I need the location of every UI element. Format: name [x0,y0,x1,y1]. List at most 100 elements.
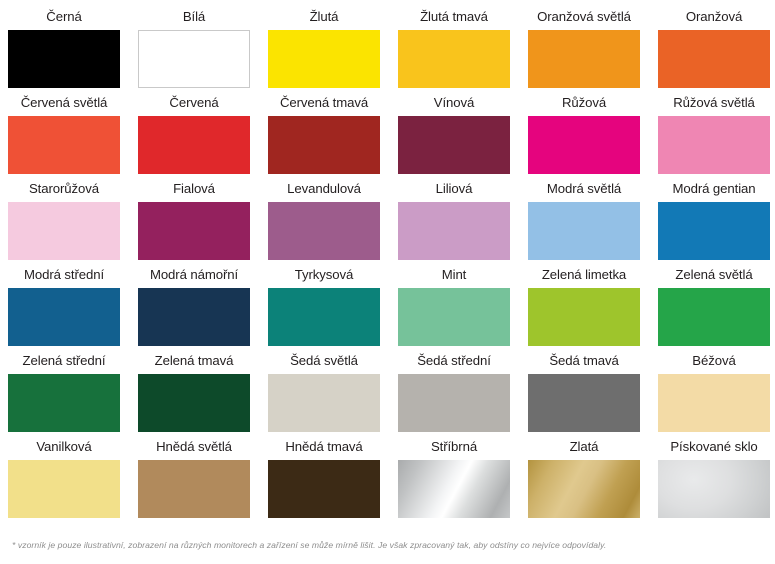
swatch-cell[interactable]: Starorůžová [8,176,120,262]
swatch-label: Mint [441,267,467,282]
swatch-cell[interactable]: Hnědá tmavá [268,434,380,520]
swatch-color-chip[interactable] [268,30,380,88]
swatch-color-chip[interactable] [8,116,120,174]
swatch-color-chip[interactable] [658,30,770,88]
swatch-color-chip[interactable] [398,288,510,346]
swatch-cell[interactable]: Hnědá světlá [138,434,250,520]
swatch-color-chip[interactable] [138,288,250,346]
swatch-cell[interactable]: Levandulová [268,176,380,262]
swatch-color-chip[interactable] [658,374,770,432]
swatch-color-chip[interactable] [658,288,770,346]
swatch-cell[interactable]: Bílá [138,4,250,90]
swatch-cell[interactable]: Tyrkysová [268,262,380,348]
swatch-cell[interactable]: Zelená střední [8,348,120,434]
swatch-color-chip[interactable] [528,30,640,88]
swatch-color-chip[interactable] [268,116,380,174]
swatch-label: Levandulová [287,181,361,196]
swatch-color-chip[interactable] [8,374,120,432]
swatch-label: Červená světlá [20,95,108,110]
swatch-cell[interactable]: Oranžová [658,4,770,90]
swatch-label: Červená tmavá [279,95,369,110]
swatch-cell[interactable]: Červená světlá [8,90,120,176]
swatch-cell[interactable]: Zelená limetka [528,262,640,348]
swatch-cell[interactable]: Stříbrná [398,434,510,520]
footnote-disclaimer: * vzorník je pouze ilustrativní, zobraze… [12,540,607,550]
swatch-color-chip[interactable] [528,288,640,346]
swatch-color-chip[interactable] [8,288,120,346]
swatch-color-chip[interactable] [528,374,640,432]
swatch-cell[interactable]: Žlutá tmavá [398,4,510,90]
swatch-cell[interactable]: Modrá gentian [658,176,770,262]
swatch-label: Zelená tmavá [154,353,234,368]
swatch-label: Fialová [173,181,215,196]
swatch-color-chip[interactable] [138,202,250,260]
swatch-color-chip[interactable] [528,460,640,518]
swatch-cell[interactable]: Liliová [398,176,510,262]
swatch-color-chip[interactable] [8,202,120,260]
swatch-color-chip[interactable] [8,460,120,518]
swatch-label: Šedá střední [417,353,491,368]
swatch-grid: Černá Bílá Žlutá Žlutá tmavá Oranžová světlá… [8,4,770,520]
swatch-label: Černá [46,9,82,24]
swatch-color-chip[interactable] [8,30,120,88]
swatch-color-chip[interactable] [658,116,770,174]
swatch-cell[interactable]: Růžová světlá [658,90,770,176]
swatch-cell[interactable]: Modrá střední [8,262,120,348]
swatch-color-chip[interactable] [398,202,510,260]
swatch-cell[interactable]: Zlatá [528,434,640,520]
swatch-label: Růžová [561,95,607,110]
swatch-label: Oranžová [685,9,743,24]
swatch-cell[interactable]: Fialová [138,176,250,262]
swatch-cell[interactable]: Černá [8,4,120,90]
swatch-cell[interactable]: Vanilková [8,434,120,520]
swatch-color-chip[interactable] [268,202,380,260]
swatch-cell[interactable]: Vínová [398,90,510,176]
swatch-cell[interactable]: Oranžová světlá [528,4,640,90]
swatch-color-chip[interactable] [658,460,770,518]
swatch-cell[interactable]: Zelená tmavá [138,348,250,434]
swatch-cell[interactable]: Modrá světlá [528,176,640,262]
swatch-color-chip[interactable] [268,288,380,346]
swatch-label: Žlutá tmavá [420,9,488,24]
swatch-cell[interactable]: Šedá tmavá [528,348,640,434]
swatch-label: Žlutá [309,9,339,24]
swatch-cell[interactable]: Šedá světlá [268,348,380,434]
swatch-color-chip[interactable] [398,374,510,432]
swatch-cell[interactable]: Pískované sklo [658,434,770,520]
swatch-color-chip[interactable] [658,202,770,260]
swatch-color-chip[interactable] [398,116,510,174]
swatch-color-chip[interactable] [268,460,380,518]
swatch-cell[interactable]: Mint [398,262,510,348]
swatch-color-chip[interactable] [138,30,250,88]
swatch-cell[interactable]: Červená tmavá [268,90,380,176]
swatch-cell[interactable]: Modrá námořní [138,262,250,348]
swatch-label: Šedá světlá [290,353,358,368]
swatch-label: Modrá střední [23,267,105,282]
swatch-label: Starorůžová [28,181,99,196]
swatch-color-chip[interactable] [398,30,510,88]
swatch-color-chip[interactable] [268,374,380,432]
swatch-label: Vínová [433,95,475,110]
swatch-label: Červená [169,95,219,110]
swatch-color-chip[interactable] [528,202,640,260]
swatch-label: Modrá gentian [672,181,756,196]
swatch-color-chip[interactable] [138,116,250,174]
swatch-label: Zelená střední [22,353,106,368]
swatch-color-chip[interactable] [138,374,250,432]
swatch-cell[interactable]: Žlutá [268,4,380,90]
swatch-label: Oranžová světlá [537,9,631,24]
swatch-label: Šedá tmavá [549,353,619,368]
swatch-label: Modrá světlá [546,181,622,196]
swatch-cell[interactable]: Béžová [658,348,770,434]
swatch-color-chip[interactable] [398,460,510,518]
swatch-color-chip[interactable] [528,116,640,174]
swatch-cell[interactable]: Růžová [528,90,640,176]
swatch-label: Zelená světlá [675,267,753,282]
swatch-cell[interactable]: Červená [138,90,250,176]
swatch-label: Zlatá [569,439,599,454]
swatch-color-chip[interactable] [138,460,250,518]
swatch-label: Béžová [692,353,736,368]
swatch-cell[interactable]: Šedá střední [398,348,510,434]
swatch-cell[interactable]: Zelená světlá [658,262,770,348]
